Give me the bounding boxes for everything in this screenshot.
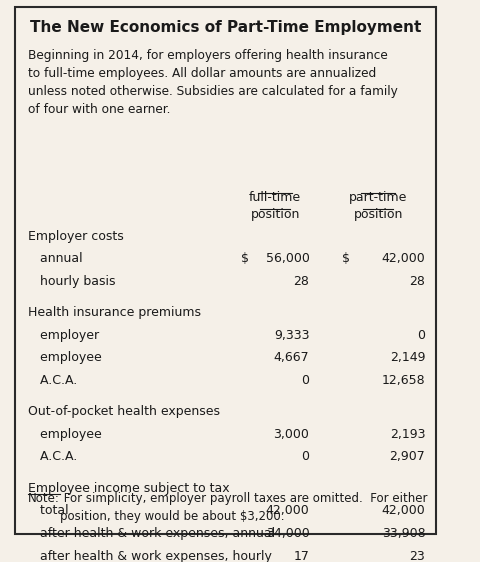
Text: 42,000: 42,000 (382, 252, 425, 265)
Text: hourly basis: hourly basis (28, 275, 116, 288)
Text: 23: 23 (409, 550, 425, 562)
Text: 56,000: 56,000 (265, 252, 310, 265)
Text: annual: annual (28, 252, 83, 265)
Text: 3,000: 3,000 (274, 428, 310, 441)
Text: 2,193: 2,193 (390, 428, 425, 441)
Text: total: total (28, 504, 69, 517)
Text: Employer costs: Employer costs (28, 230, 124, 243)
Text: 33,908: 33,908 (382, 527, 425, 540)
Text: 4,667: 4,667 (274, 351, 310, 364)
Text: 2,149: 2,149 (390, 351, 425, 364)
Text: 0: 0 (417, 329, 425, 342)
Text: employee: employee (28, 351, 102, 364)
Text: 42,000: 42,000 (265, 504, 310, 517)
Text: 34,000: 34,000 (265, 527, 310, 540)
Text: part-time
position: part-time position (349, 191, 407, 221)
Text: A.C.A.: A.C.A. (28, 450, 77, 464)
Text: 28: 28 (409, 275, 425, 288)
Text: $: $ (241, 252, 249, 265)
Text: 0: 0 (301, 450, 310, 464)
Text: The New Economics of Part-Time Employment: The New Economics of Part-Time Employmen… (30, 20, 421, 35)
Text: 12,658: 12,658 (382, 374, 425, 387)
Text: after health & work expenses, annual: after health & work expenses, annual (28, 527, 276, 540)
Text: 9,333: 9,333 (274, 329, 310, 342)
Text: 28: 28 (294, 275, 310, 288)
Text: $: $ (342, 252, 349, 265)
Text: 2,907: 2,907 (390, 450, 425, 464)
Text: Employee income subject to tax: Employee income subject to tax (28, 482, 230, 495)
Text: For simplicity, employer payroll taxes are omitted.  For either
position, they w: For simplicity, employer payroll taxes a… (60, 492, 428, 523)
Text: Beginning in 2014, for employers offering health insurance
to full-time employee: Beginning in 2014, for employers offerin… (28, 49, 398, 116)
FancyBboxPatch shape (15, 7, 436, 534)
Text: 42,000: 42,000 (382, 504, 425, 517)
Text: after health & work expenses, hourly: after health & work expenses, hourly (28, 550, 272, 562)
Text: 0: 0 (301, 374, 310, 387)
Text: full-time
position: full-time position (249, 191, 301, 221)
Text: employer: employer (28, 329, 99, 342)
Text: 17: 17 (294, 550, 310, 562)
Text: Out-of-pocket health expenses: Out-of-pocket health expenses (28, 405, 220, 418)
Text: employee: employee (28, 428, 102, 441)
Text: Health insurance premiums: Health insurance premiums (28, 306, 201, 319)
Text: A.C.A.: A.C.A. (28, 374, 77, 387)
Text: Note:: Note: (28, 492, 60, 505)
